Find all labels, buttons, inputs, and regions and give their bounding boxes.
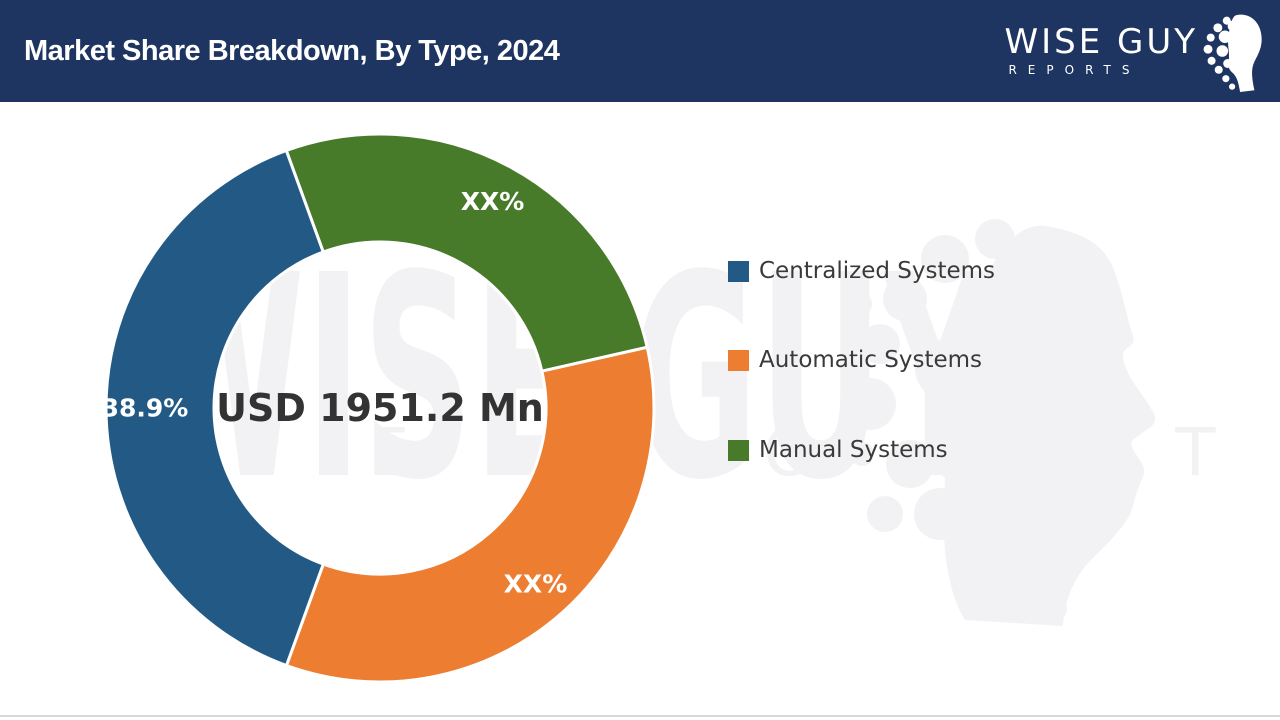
- segment-manual-systems: [284, 132, 649, 373]
- bottom-rule: [0, 715, 1280, 717]
- logo-head-icon: [1203, 14, 1262, 93]
- legend-label: Manual Systems: [759, 436, 948, 463]
- logo-wordmark: WISE GUY: [1004, 22, 1198, 62]
- logo-text: WISE GUY REPORTS: [1004, 25, 1198, 77]
- donut-chart: XX% XX% 38.9% USD 1951.2 Mn: [102, 132, 656, 684]
- legend-item-manual-systems: Manual Systems: [728, 436, 995, 463]
- legend-swatch: [728, 439, 749, 461]
- legend-item-centralized-systems: Centralized Systems: [728, 258, 996, 284]
- legend-swatch: [728, 350, 749, 372]
- legend-item-automatic-systems: Automatic Systems: [728, 347, 995, 374]
- legend-label: Centralized Systems: [759, 258, 996, 284]
- segment-label-centralized-systems: 38.9%: [102, 394, 189, 423]
- segment-label-automatic-systems: XX%: [504, 570, 568, 599]
- segment-automatic-systems: [284, 345, 656, 684]
- page-title: Market Share Breakdown, By Type, 2024: [24, 34, 560, 67]
- segment-centralized-systems: [104, 149, 325, 668]
- chart-area: WISE GUY R E P O R T S: [0, 102, 1280, 720]
- legend: Centralized Systems Automatic Systems Manu…: [728, 258, 996, 463]
- center-value: USD 1951.2 Mn: [216, 386, 544, 430]
- legend-swatch: [728, 261, 749, 283]
- legend-label: Automatic Systems: [759, 347, 983, 374]
- wiseguy-logo: WISE GUY REPORTS: [1004, 8, 1266, 94]
- logo-subtitle: REPORTS: [1008, 63, 1141, 77]
- segment-label-manual-systems: XX%: [461, 187, 525, 216]
- header: Market Share Breakdown, By Type, 2024 WI…: [0, 0, 1280, 102]
